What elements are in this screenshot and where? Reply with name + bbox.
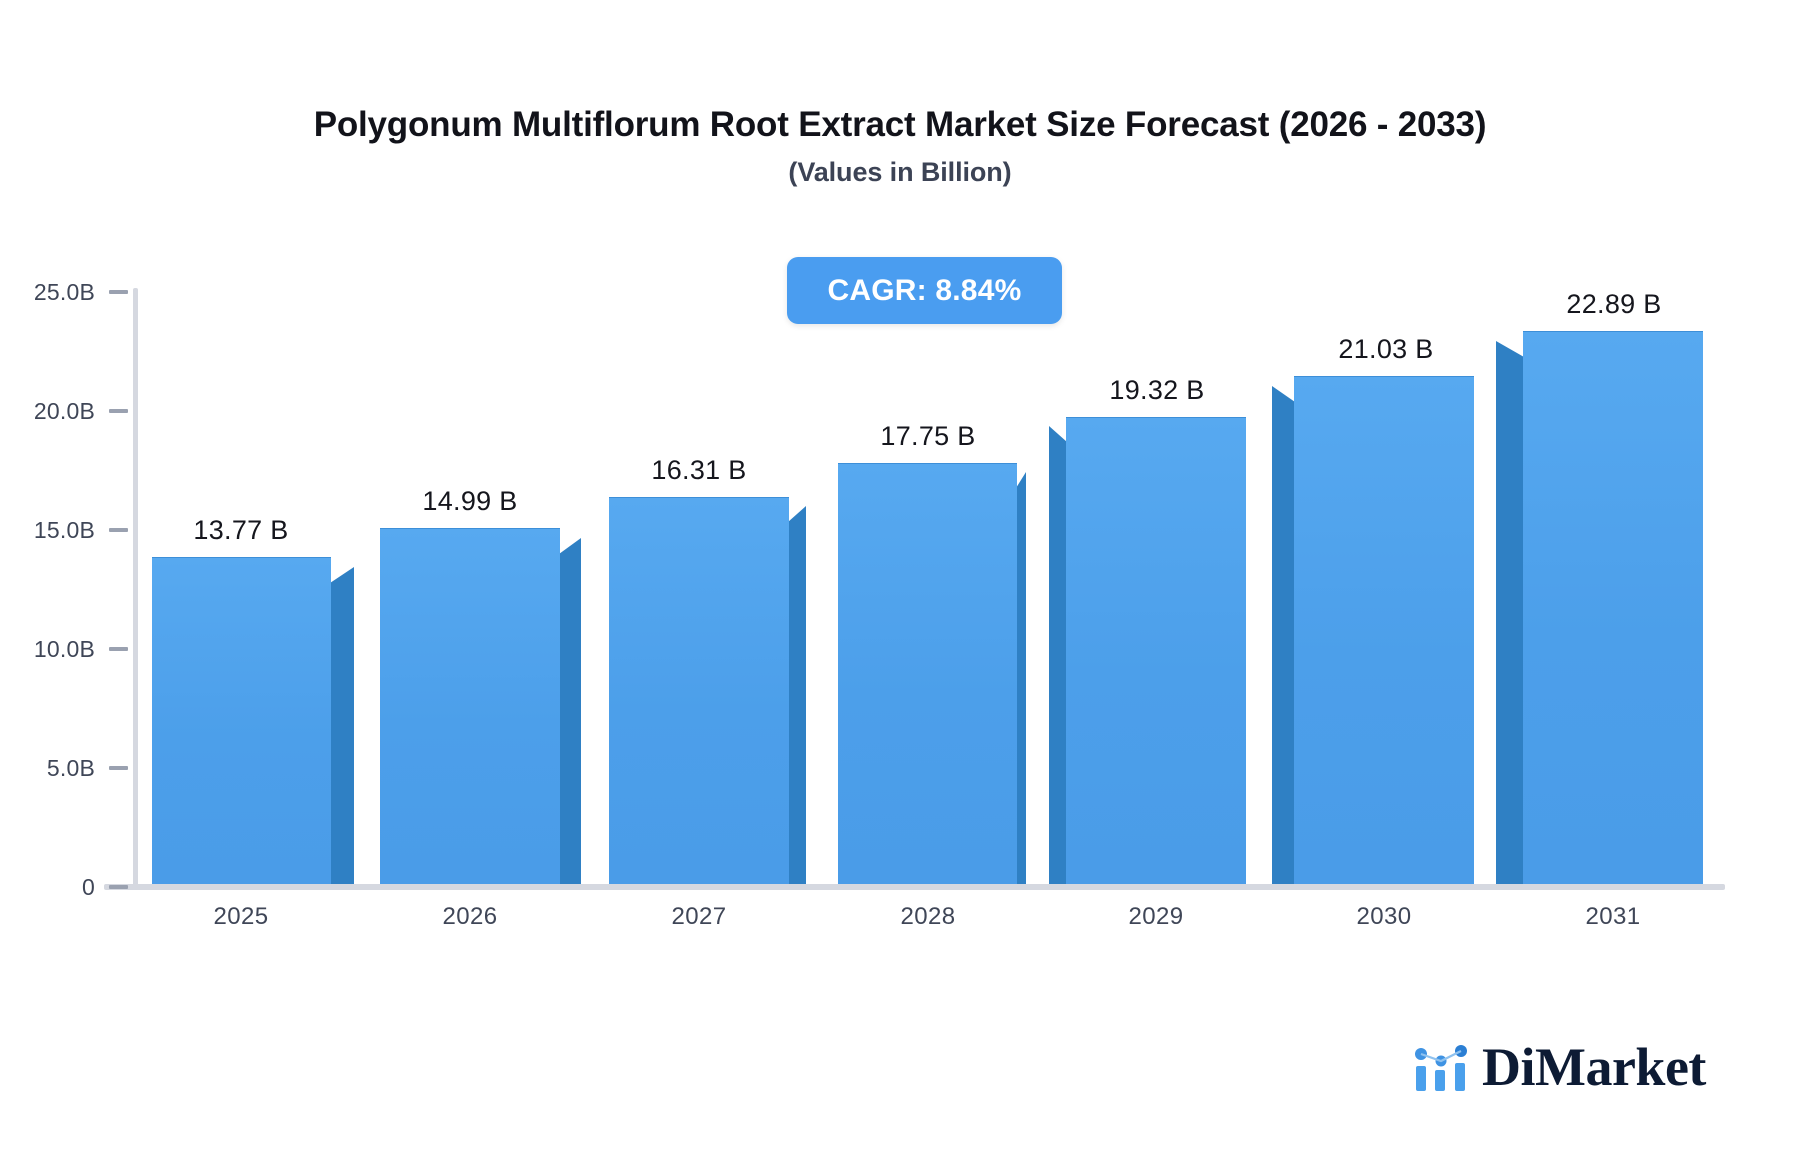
y-axis-tick-dash-icon	[109, 290, 128, 294]
y-axis-tick-10: 10.0B	[0, 635, 128, 662]
bar-side-face	[330, 567, 354, 884]
bar-value-label-2031: 22.89 B	[1566, 289, 1662, 319]
bar-value-label-2027: 16.31 B	[651, 455, 747, 485]
bar-value-label-2030: 21.03 B	[1338, 334, 1434, 364]
y-axis-tick-dash-icon	[109, 528, 128, 532]
chart-subtitle: (Values in Billion)	[788, 157, 1012, 188]
bar-side-face	[1272, 386, 1295, 884]
x-axis-label-2031: 2031	[1585, 903, 1641, 930]
bar-chart-dots-icon	[1415, 1045, 1467, 1091]
y-axis-tick-20: 20.0B	[0, 397, 128, 424]
bar-2028[interactable]	[838, 463, 1017, 884]
brand-logo-text: DiMarket	[1482, 1037, 1706, 1097]
x-axis-label-2025: 2025	[213, 903, 269, 930]
bar-value-label-2028: 17.75 B	[880, 421, 976, 451]
bar-2027[interactable]	[609, 497, 789, 884]
y-axis-tick-dash-icon	[109, 885, 128, 889]
bar-2029[interactable]	[1066, 417, 1246, 884]
y-axis-tick-label: 25.0B	[33, 278, 95, 305]
y-axis-tick-label: 0	[82, 873, 95, 900]
bar-2025[interactable]	[152, 557, 331, 884]
x-axis-label-2028: 2028	[900, 903, 956, 930]
x-axis-label-2026: 2026	[442, 903, 498, 930]
y-axis-line	[133, 288, 138, 886]
chart-title: Polygonum Multiflorum Root Extract Marke…	[313, 105, 1487, 144]
cagr-badge: CAGR: 8.84%	[787, 257, 1062, 324]
y-axis-tick-label: 10.0B	[33, 635, 95, 662]
bar-side-face	[1049, 426, 1067, 884]
y-axis-tick-dash-icon	[109, 647, 128, 651]
bar-value-label-2025: 13.77 B	[193, 515, 289, 545]
bar-2031[interactable]	[1523, 331, 1703, 884]
y-axis-tick-label: 5.0B	[46, 754, 95, 781]
bar-2026[interactable]	[380, 528, 560, 884]
x-axis-line	[104, 884, 1725, 890]
bar-2030[interactable]	[1294, 376, 1474, 884]
x-axis-label-2027: 2027	[671, 903, 727, 930]
title-block: Polygonum Multiflorum Root Extract Marke…	[0, 105, 1800, 188]
x-axis-label-2030: 2030	[1356, 903, 1412, 930]
bar-side-face	[559, 538, 581, 884]
y-axis-tick-label: 20.0B	[33, 397, 95, 424]
bar-value-label-2026: 14.99 B	[422, 486, 518, 516]
brand-logo: DiMarket	[1414, 1040, 1706, 1094]
y-axis-tick-15: 15.0B	[0, 516, 128, 543]
y-axis-tick-dash-icon	[109, 766, 128, 770]
y-axis-tick-0: 0	[0, 873, 128, 900]
bar-value-label-2029: 19.32 B	[1109, 375, 1205, 405]
y-axis-tick-label: 15.0B	[33, 516, 95, 543]
bar-side-face	[1496, 341, 1524, 884]
x-axis-label-2029: 2029	[1128, 903, 1184, 930]
y-axis-tick-5: 5.0B	[0, 754, 128, 781]
bar-side-face	[1016, 472, 1026, 884]
bar-side-face	[788, 506, 806, 884]
y-axis-tick-25: 25.0B	[0, 278, 128, 305]
y-axis-tick-dash-icon	[109, 409, 128, 413]
